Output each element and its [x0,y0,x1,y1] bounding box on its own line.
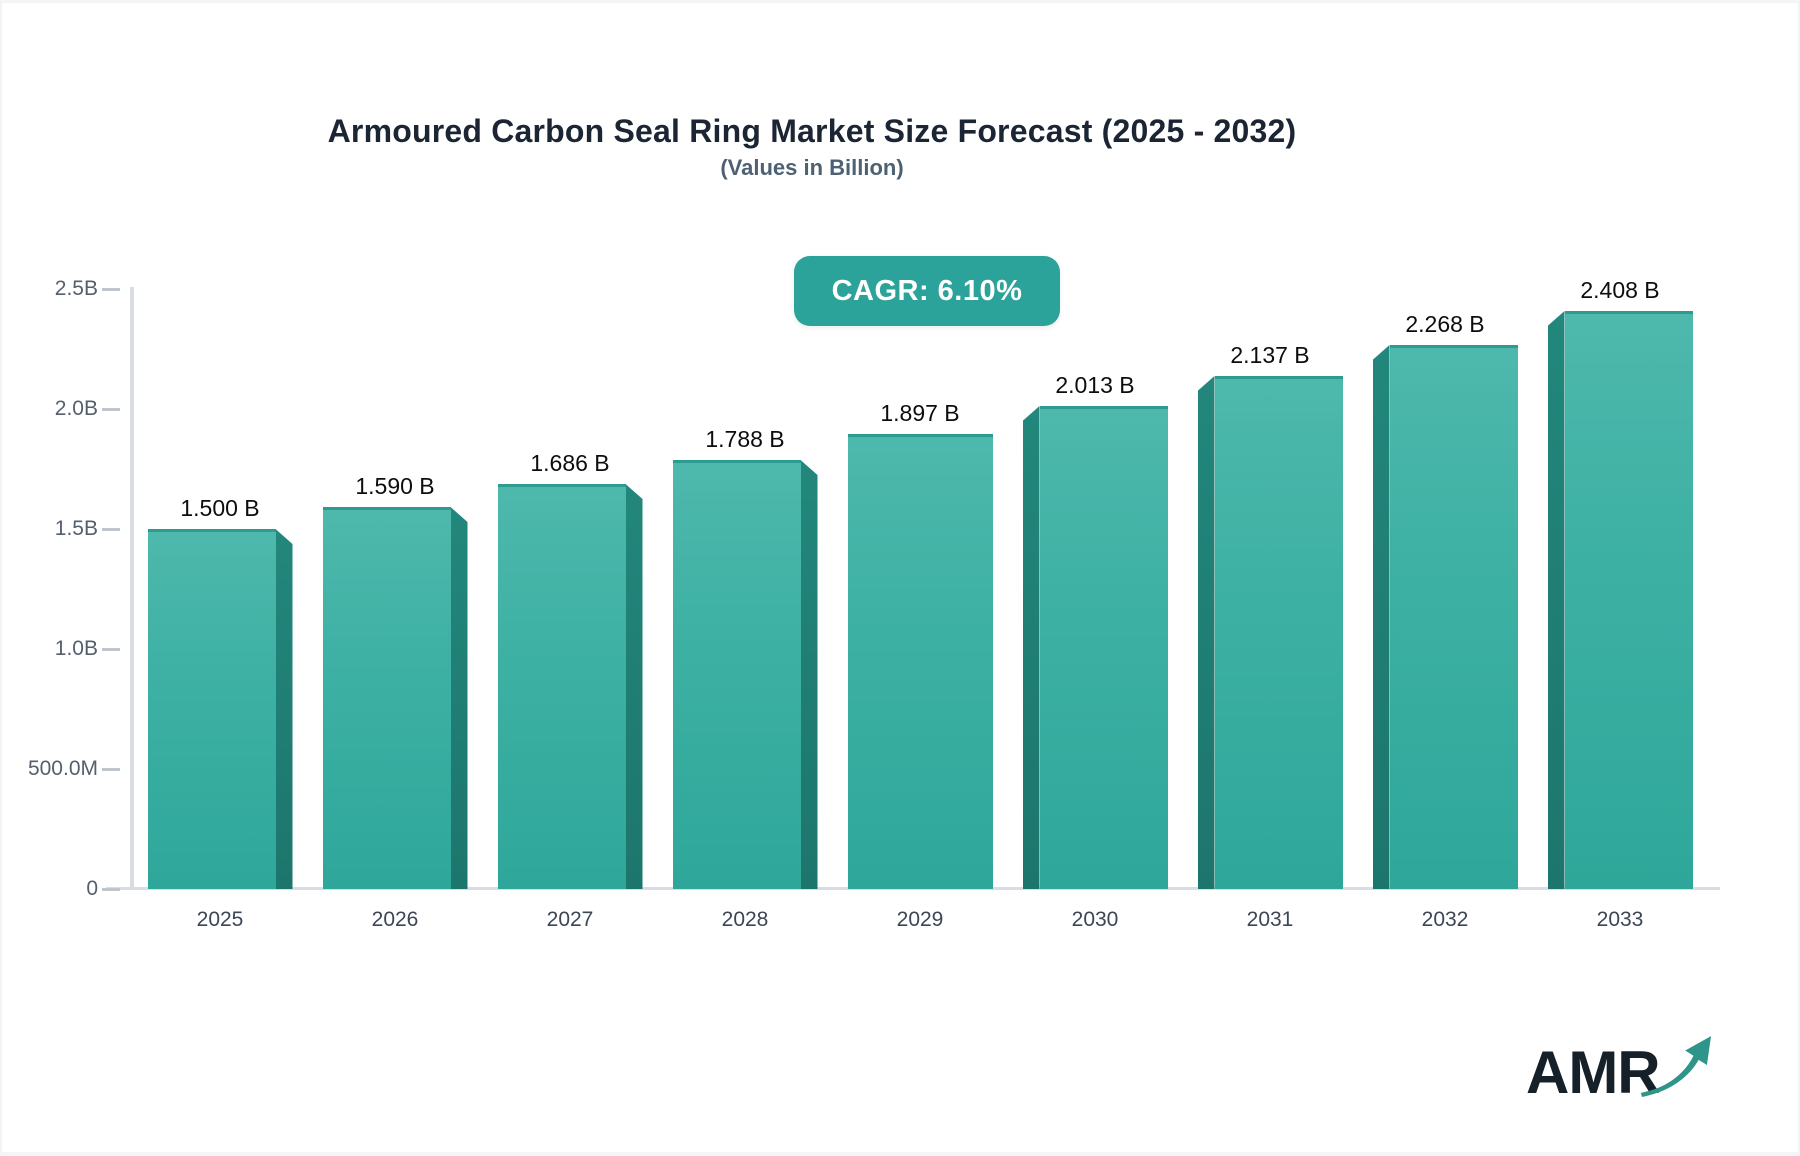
bar-face [1214,376,1343,889]
bar-side-shade [1197,376,1215,889]
bar-value-label: 2.268 B [1405,310,1485,337]
y-axis-label: 2.5B [54,277,98,300]
x-axis-label: 2029 [896,908,944,931]
bar-value-label: 1.500 B [180,494,260,521]
bar-face [497,484,626,889]
x-axis-label: 2027 [546,908,594,931]
amr-logo: AMR [1526,1039,1661,1106]
bar[interactable] [322,507,468,889]
bar-side-shade [1372,345,1390,889]
y-axis-line [130,287,134,889]
bar-face [322,507,451,889]
bar-value-label: 1.788 B [705,425,785,452]
bar[interactable] [1197,376,1343,889]
amr-logo-text: AMR [1526,1038,1661,1106]
bar[interactable] [847,434,993,889]
y-axis-label: 2.0B [54,397,98,420]
bar[interactable] [1022,406,1168,889]
bar-face [1564,311,1693,889]
bar[interactable] [1372,345,1518,889]
y-axis-label: 1.0B [54,637,98,660]
y-axis-tick [102,648,120,651]
bar-face [847,434,993,889]
bar-side-shade [625,484,643,889]
y-axis-tick [102,528,120,531]
bar-side-shade [450,507,468,889]
cagr-badge-label: CAGR: 6.10% [831,274,1023,307]
logo-arrow-icon [1640,1036,1712,1097]
bar-value-label: 1.590 B [355,472,435,499]
chart-subtitle: (Values in Billion) [720,155,904,180]
bar-side-shade [275,529,293,889]
y-axis-tick [102,888,120,891]
bar[interactable] [497,484,643,889]
y-axis-tick [102,768,120,771]
y-axis-label: 0 [86,877,98,900]
bar-value-label: 2.137 B [1230,341,1310,368]
chart-title: Armoured Carbon Seal Ring Market Size Fo… [327,112,1297,149]
y-axis-label: 1.5B [54,517,98,540]
x-axis-label: 2025 [196,908,244,931]
x-axis-label: 2032 [1421,908,1469,931]
y-axis-label: 500.0M [27,757,98,780]
x-axis-label: 2033 [1596,908,1644,931]
x-axis-label: 2028 [721,908,769,931]
y-axis-tick [102,288,120,291]
bar-value-label: 1.897 B [880,399,960,426]
x-axis-label: 2031 [1246,908,1294,931]
bar-side-shade [1547,311,1565,889]
bar-face [672,460,801,889]
bar[interactable] [147,529,293,889]
x-axis-label: 2026 [371,908,419,931]
cagr-badge: CAGR: 6.10% [794,256,1060,326]
y-axis-tick [102,408,120,411]
bar-side-shade [800,460,818,889]
x-axis-label: 2030 [1071,908,1119,931]
bar-value-label: 2.408 B [1580,276,1660,303]
bar-side-shade [1022,406,1040,889]
bar-value-label: 1.686 B [530,449,610,476]
bar-face [1039,406,1168,889]
bar[interactable] [672,460,818,889]
bar-face [147,529,276,889]
bar[interactable] [1547,311,1693,889]
bar-value-label: 2.013 B [1055,371,1135,398]
bar-face [1389,345,1518,889]
